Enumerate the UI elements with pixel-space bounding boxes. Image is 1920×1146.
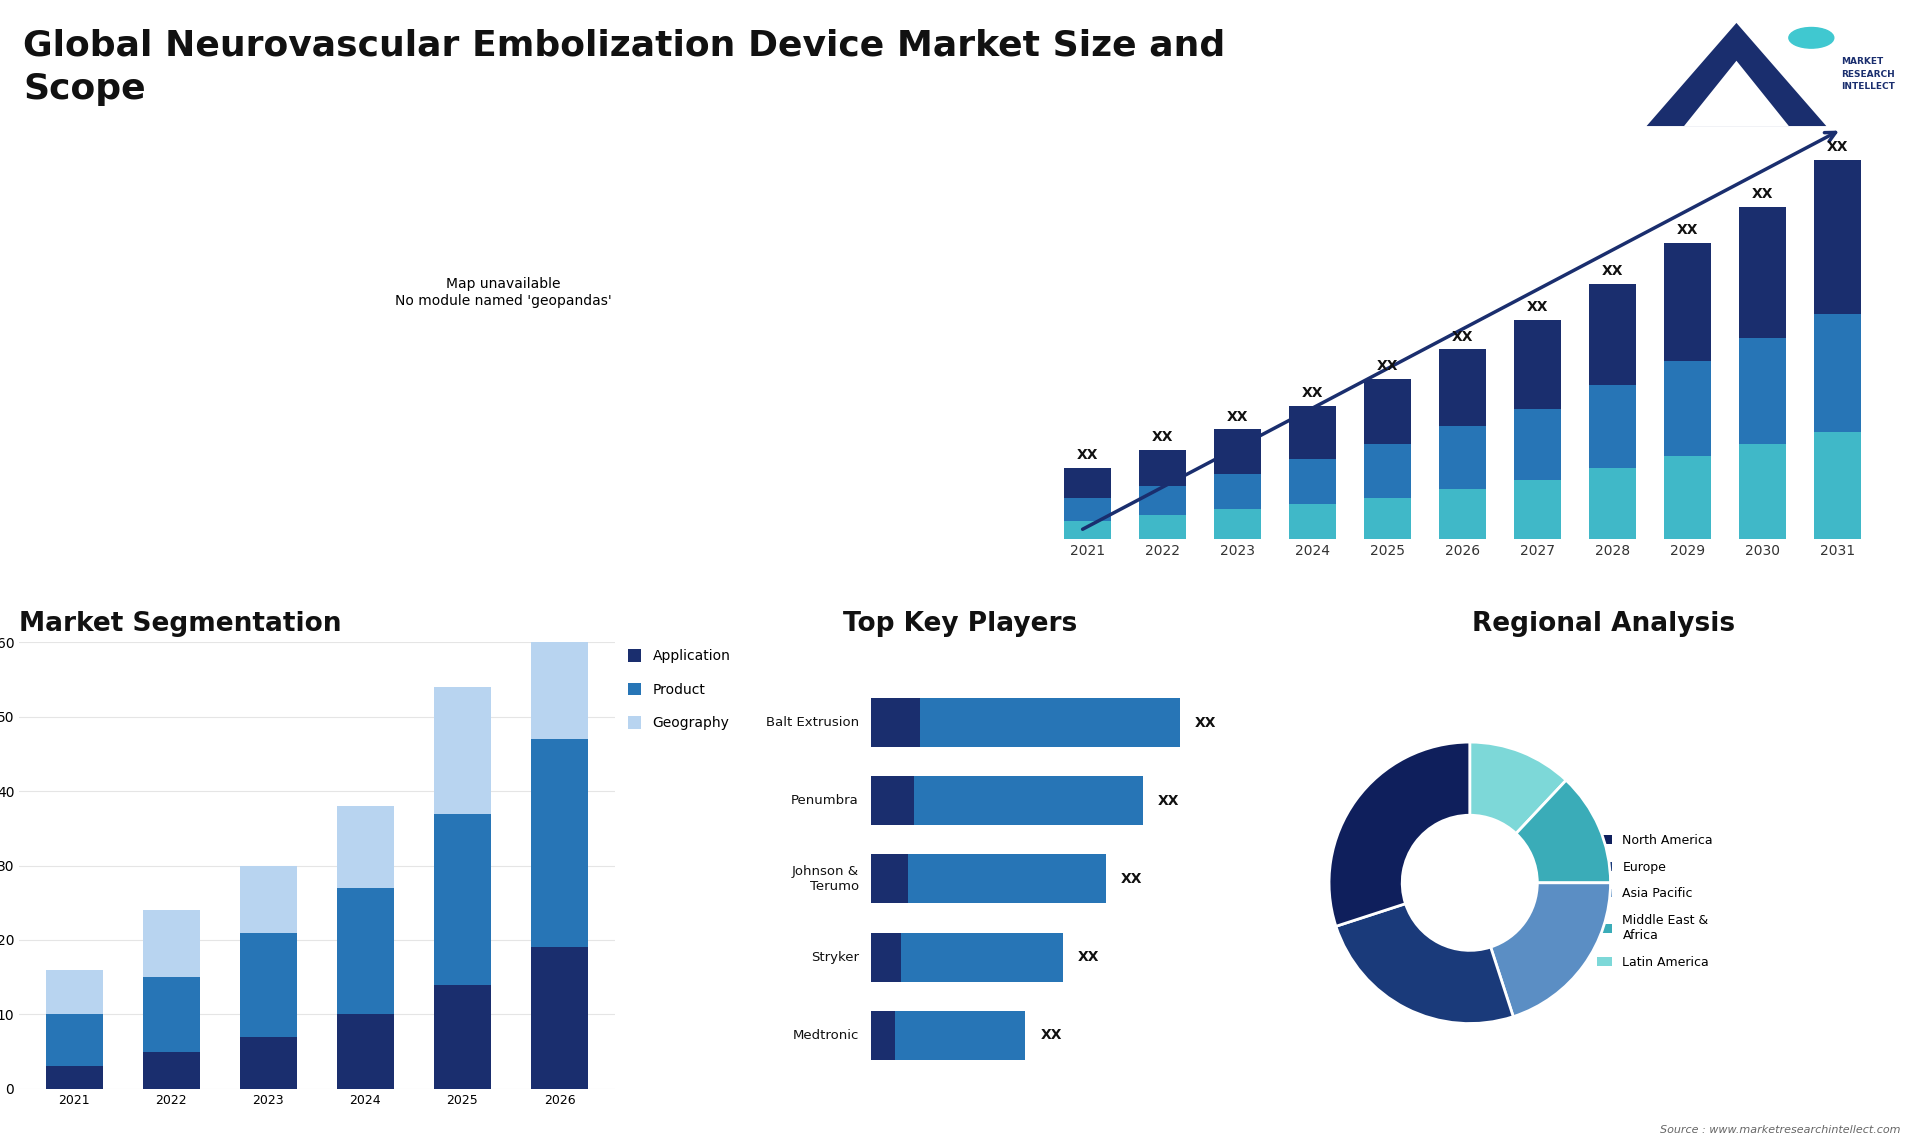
Text: Balt Extrusion: Balt Extrusion <box>766 716 858 729</box>
Bar <box>1440 426 1486 488</box>
Text: Stryker: Stryker <box>810 950 858 964</box>
Bar <box>1139 486 1187 516</box>
Bar <box>870 698 920 747</box>
Polygon shape <box>1684 61 1789 126</box>
Bar <box>532 948 588 1089</box>
Bar <box>1290 460 1336 503</box>
Bar <box>870 1011 895 1060</box>
Text: XX: XX <box>1601 265 1624 278</box>
Bar <box>914 776 1142 825</box>
Bar <box>1440 350 1486 426</box>
Bar <box>900 933 1062 982</box>
Bar <box>434 688 492 814</box>
Bar <box>46 1067 102 1089</box>
Bar <box>1515 409 1561 480</box>
Bar <box>434 984 492 1089</box>
Bar <box>1215 474 1261 510</box>
Bar <box>1740 207 1786 338</box>
Bar <box>46 970 102 1014</box>
Bar <box>1665 456 1711 539</box>
Wedge shape <box>1471 743 1567 833</box>
Bar <box>1139 450 1187 486</box>
Text: XX: XX <box>1041 1028 1062 1042</box>
Text: XX: XX <box>1751 188 1774 202</box>
Bar <box>532 739 588 948</box>
Bar <box>1064 521 1112 539</box>
Bar <box>532 539 588 739</box>
Bar <box>1064 468 1112 497</box>
Bar <box>1665 243 1711 361</box>
Bar <box>1590 385 1636 468</box>
Title: Regional Analysis: Regional Analysis <box>1471 611 1734 637</box>
Bar <box>338 1014 394 1089</box>
Bar <box>1515 480 1561 539</box>
Text: Market Segmentation: Market Segmentation <box>19 611 342 637</box>
Text: MARKET
RESEARCH
INTELLECT: MARKET RESEARCH INTELLECT <box>1841 57 1895 92</box>
Bar <box>144 978 200 1052</box>
Text: XX: XX <box>1526 300 1548 314</box>
Bar <box>144 1052 200 1089</box>
Bar <box>240 1037 296 1089</box>
Bar <box>338 888 394 1014</box>
Text: XX: XX <box>1828 140 1849 154</box>
Bar <box>908 855 1106 903</box>
Wedge shape <box>1490 882 1611 1017</box>
Bar <box>46 1014 102 1067</box>
Bar <box>920 698 1181 747</box>
Text: Medtronic: Medtronic <box>793 1029 858 1042</box>
Bar <box>1290 406 1336 460</box>
Text: Source : www.marketresearchintellect.com: Source : www.marketresearchintellect.com <box>1661 1124 1901 1135</box>
Bar <box>1814 432 1860 539</box>
Bar <box>1365 497 1411 539</box>
Text: XX: XX <box>1676 223 1699 237</box>
Circle shape <box>1789 28 1834 48</box>
Bar <box>1365 379 1411 445</box>
Bar <box>1139 516 1187 539</box>
Text: Johnson &
Terumo: Johnson & Terumo <box>791 865 858 893</box>
Text: XX: XX <box>1158 794 1179 808</box>
Text: Penumbra: Penumbra <box>791 794 858 807</box>
Bar <box>1365 445 1411 497</box>
Text: XX: XX <box>1194 716 1217 730</box>
Bar <box>240 933 296 1037</box>
Bar <box>1440 488 1486 539</box>
Bar <box>1515 320 1561 409</box>
Bar <box>870 855 908 903</box>
Text: XX: XX <box>1227 410 1248 424</box>
Text: XX: XX <box>1302 386 1323 400</box>
Bar <box>1590 468 1636 539</box>
Legend: Application, Product, Geography: Application, Product, Geography <box>628 650 730 730</box>
Polygon shape <box>1647 23 1826 126</box>
Wedge shape <box>1329 743 1471 926</box>
Bar <box>895 1011 1025 1060</box>
Bar <box>870 776 914 825</box>
Bar <box>1215 510 1261 539</box>
Bar <box>240 865 296 933</box>
Title: Top Key Players: Top Key Players <box>843 611 1077 637</box>
Text: XX: XX <box>1121 872 1142 886</box>
Bar <box>338 806 394 888</box>
Bar <box>1665 361 1711 456</box>
Bar <box>1215 430 1261 474</box>
Text: XX: XX <box>1377 360 1398 374</box>
Text: XX: XX <box>1152 431 1173 445</box>
Bar <box>1290 503 1336 539</box>
Text: XX: XX <box>1452 330 1473 344</box>
Bar <box>1064 497 1112 521</box>
Text: Map unavailable
No module named 'geopandas': Map unavailable No module named 'geopand… <box>396 277 612 307</box>
Bar <box>434 814 492 984</box>
Wedge shape <box>1336 904 1513 1023</box>
Bar <box>144 910 200 978</box>
Text: XX: XX <box>1077 950 1098 964</box>
Bar <box>1814 159 1860 314</box>
Bar <box>1740 445 1786 539</box>
Bar <box>1814 314 1860 432</box>
Wedge shape <box>1517 780 1611 882</box>
Legend: North America, Europe, Asia Pacific, Middle East &
Africa, Latin America: North America, Europe, Asia Pacific, Mid… <box>1597 834 1713 968</box>
Bar <box>1740 338 1786 445</box>
Bar <box>870 933 900 982</box>
Text: Global Neurovascular Embolization Device Market Size and
Scope: Global Neurovascular Embolization Device… <box>23 29 1225 107</box>
Text: XX: XX <box>1077 448 1098 462</box>
Bar <box>1590 284 1636 385</box>
